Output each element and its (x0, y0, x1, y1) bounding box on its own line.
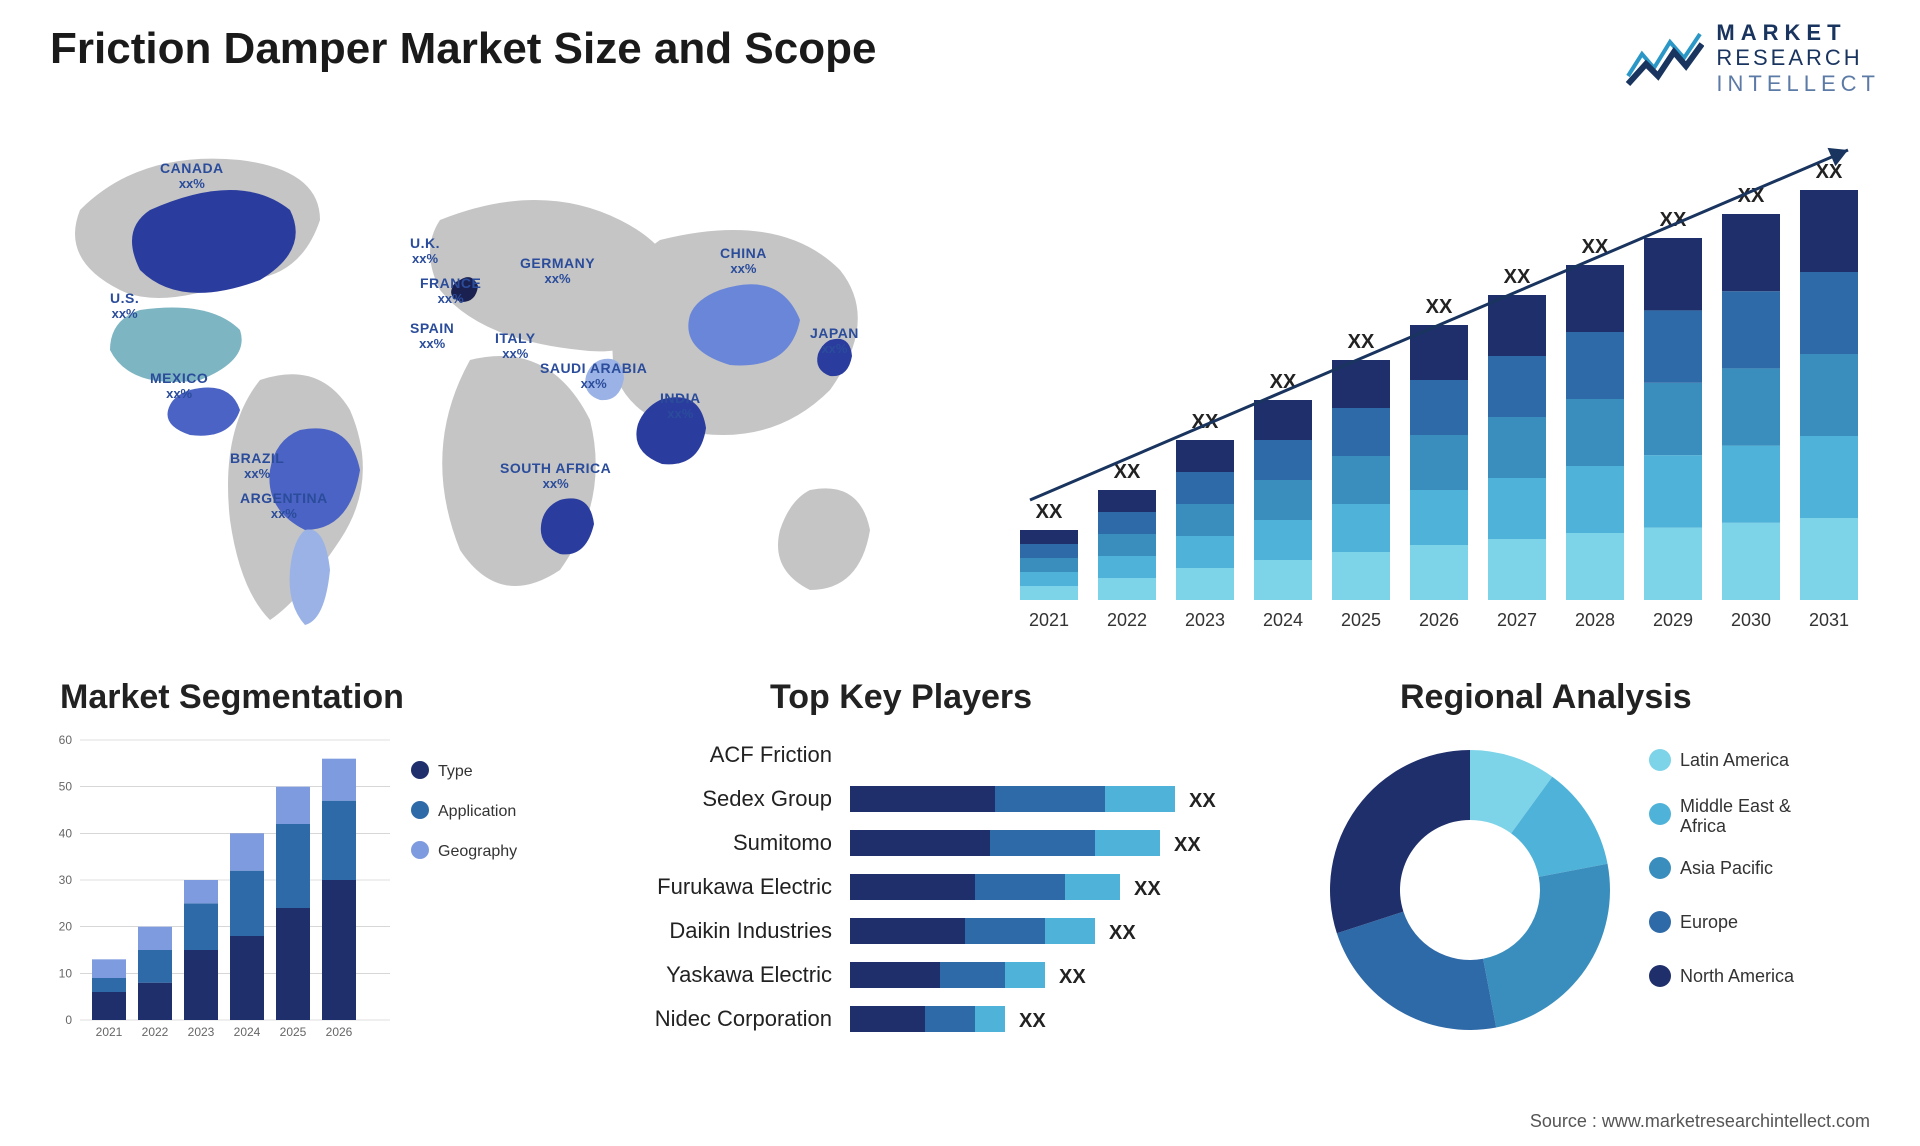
svg-text:Asia Pacific: Asia Pacific (1680, 858, 1773, 878)
svg-text:2021: 2021 (96, 1025, 123, 1039)
svg-text:2024: 2024 (1263, 610, 1303, 630)
svg-text:XX: XX (1059, 966, 1086, 988)
svg-text:2028: 2028 (1575, 610, 1615, 630)
svg-text:2031: 2031 (1809, 610, 1849, 630)
svg-text:XX: XX (1114, 461, 1141, 483)
regional-svg: Latin America Middle East &Africa Asia Pac… (1320, 730, 1880, 1060)
svg-text:2022: 2022 (142, 1025, 169, 1039)
svg-text:2023: 2023 (1185, 610, 1225, 630)
svg-text:2026: 2026 (326, 1025, 353, 1039)
svg-text:XX: XX (1504, 266, 1531, 288)
forecast-chart: XX 2021 XX 2022 XX 2023 XX 2024 XX 2025 XX 2026 XX 20… (1000, 140, 1880, 650)
svg-text:XX: XX (1019, 1010, 1046, 1032)
svg-text:Nidec Corporation: Nidec Corporation (655, 1006, 832, 1031)
map-label: BRAZILxx% (230, 450, 284, 481)
regional-title: Regional Analysis (1400, 678, 1692, 717)
svg-text:40: 40 (59, 826, 73, 840)
map-label: FRANCExx% (420, 275, 481, 306)
svg-text:2021: 2021 (1029, 610, 1069, 630)
map-label: U.S.xx% (110, 290, 139, 321)
logo-text-2: RESEARCH (1716, 45, 1880, 70)
world-map: CANADAxx% U.S.xx% MEXICOxx% BRAZILxx% ARGENT… (40, 130, 920, 650)
map-label: ITALYxx% (495, 330, 536, 361)
svg-text:ACF Friction: ACF Friction (710, 742, 832, 767)
source-text: Source : www.marketresearchintellect.com (1530, 1111, 1870, 1132)
segmentation-title: Market Segmentation (60, 678, 404, 717)
segmentation-chart: 0 10 20 30 40 50 60 2021 2022 2023 2024 2025 2026 Typ… (40, 730, 560, 1060)
svg-text:Sumitomo: Sumitomo (733, 830, 832, 855)
svg-text:0: 0 (65, 1013, 72, 1027)
map-label: ARGENTINAxx% (240, 490, 328, 521)
svg-text:Geography: Geography (438, 843, 517, 860)
svg-text:XX: XX (1426, 296, 1453, 318)
svg-text:50: 50 (59, 780, 73, 794)
regional-chart: Latin America Middle East &Africa Asia Pac… (1320, 730, 1880, 1060)
svg-text:2029: 2029 (1653, 610, 1693, 630)
map-label: CANADAxx% (160, 160, 224, 191)
svg-text:Latin America: Latin America (1680, 750, 1790, 770)
svg-text:Middle East &: Middle East & (1680, 796, 1791, 816)
svg-text:Sedex Group: Sedex Group (702, 786, 832, 811)
svg-text:XX: XX (1109, 922, 1136, 944)
logo-icon (1624, 28, 1704, 88)
svg-text:2022: 2022 (1107, 610, 1147, 630)
logo-text-3: INTELLECT (1716, 71, 1880, 96)
svg-text:Furukawa Electric: Furukawa Electric (657, 874, 832, 899)
map-label: SPAINxx% (410, 320, 454, 351)
svg-text:Daikin Industries: Daikin Industries (669, 918, 832, 943)
svg-text:Yaskawa Electric: Yaskawa Electric (666, 962, 832, 987)
svg-text:30: 30 (59, 873, 73, 887)
svg-text:XX: XX (1348, 331, 1375, 353)
svg-text:2023: 2023 (188, 1025, 215, 1039)
map-label: GERMANYxx% (520, 255, 595, 286)
forecast-svg: XX 2021 XX 2022 XX 2023 XX 2024 XX 2025 XX 2026 XX 20… (1000, 140, 1880, 650)
page-title: Friction Damper Market Size and Scope (50, 24, 876, 74)
svg-text:2030: 2030 (1731, 610, 1771, 630)
segmentation-svg: 0 10 20 30 40 50 60 2021 2022 2023 2024 2025 2026 Typ… (40, 730, 560, 1060)
svg-text:XX: XX (1189, 790, 1216, 812)
svg-text:XX: XX (1174, 834, 1201, 856)
svg-text:60: 60 (59, 733, 73, 747)
svg-text:North America: North America (1680, 966, 1795, 986)
map-label: CHINAxx% (720, 245, 767, 276)
svg-text:XX: XX (1134, 878, 1161, 900)
svg-text:XX: XX (1036, 501, 1063, 523)
map-label: U.K.xx% (410, 235, 440, 266)
logo-text-1: MARKET (1716, 20, 1880, 45)
svg-text:2026: 2026 (1419, 610, 1459, 630)
svg-text:Type: Type (438, 763, 473, 780)
svg-text:10: 10 (59, 966, 73, 980)
map-label: SOUTH AFRICAxx% (500, 460, 611, 491)
svg-text:Application: Application (438, 803, 516, 820)
logo: MARKET RESEARCH INTELLECT (1624, 20, 1880, 96)
svg-text:XX: XX (1816, 161, 1843, 183)
svg-text:20: 20 (59, 920, 73, 934)
svg-text:2025: 2025 (280, 1025, 307, 1039)
svg-text:2027: 2027 (1497, 610, 1537, 630)
svg-text:Europe: Europe (1680, 912, 1738, 932)
map-label: JAPANxx% (810, 325, 859, 356)
svg-text:2025: 2025 (1341, 610, 1381, 630)
map-label: SAUDI ARABIAxx% (540, 360, 647, 391)
map-label: MEXICOxx% (150, 370, 208, 401)
players-title: Top Key Players (770, 678, 1032, 717)
svg-text:Africa: Africa (1680, 816, 1727, 836)
players-chart: ACF Friction Sedex Group XX Sumitomo XX Furuk… (620, 730, 1300, 1060)
svg-text:2024: 2024 (234, 1025, 261, 1039)
players-svg: ACF Friction Sedex Group XX Sumitomo XX Furuk… (620, 730, 1300, 1060)
svg-text:XX: XX (1270, 371, 1297, 393)
map-label: INDIAxx% (660, 390, 701, 421)
